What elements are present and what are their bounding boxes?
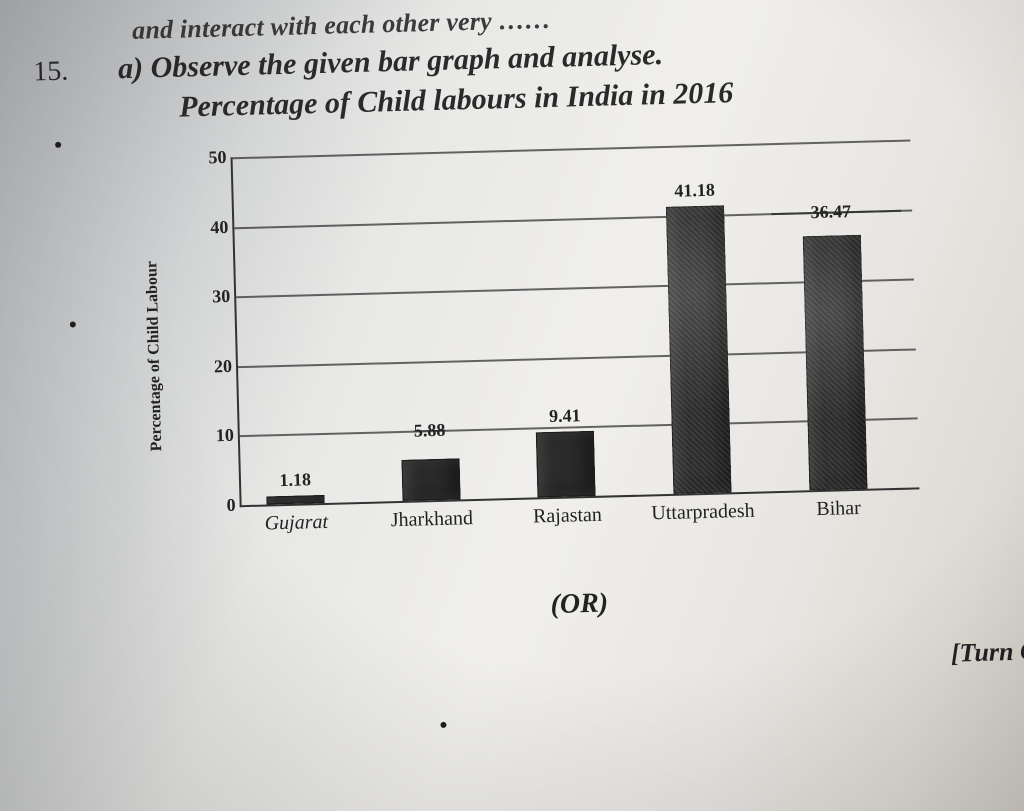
bar-rajastan — [536, 430, 596, 497]
bar-jharkhand — [401, 459, 460, 501]
category-label: Jharkhand — [362, 506, 503, 533]
prompt-line-a: a) Observe the given bar graph and analy… — [118, 38, 664, 86]
bar-value-label: 1.18 — [235, 468, 356, 492]
y-tick-label: 40 — [194, 216, 229, 238]
bar-uttarpradesh — [666, 206, 731, 494]
y-tick-label: 30 — [196, 286, 231, 308]
turn-over-hint: [Turn O — [950, 636, 1024, 668]
category-label: Uttarpradesh — [633, 499, 774, 526]
y-axis-label: Percentage of Child Labour — [143, 261, 166, 452]
gridline — [233, 140, 911, 160]
plot-area: 010203040501.18Gujarat5.88Jharkhand9.41R… — [231, 140, 920, 508]
y-tick-label: 10 — [200, 425, 235, 447]
bar-bihar — [802, 235, 867, 490]
artefact-dot — [55, 142, 61, 148]
bar-value-label: 9.41 — [505, 404, 626, 428]
or-divider: (OR) — [7, 577, 1024, 636]
page: and interact with each other very …… 15.… — [0, 0, 1024, 811]
artefact-dot — [440, 722, 446, 728]
bar-gujarat — [267, 495, 325, 505]
y-tick-label: 50 — [192, 147, 227, 169]
question-number: 15. — [33, 56, 69, 89]
bar-value-label: 5.88 — [369, 419, 490, 443]
category-label: Rajastan — [497, 503, 638, 530]
bar-value-label: 41.18 — [634, 179, 755, 203]
artefact-dot — [70, 321, 76, 327]
y-tick-label: 20 — [198, 356, 233, 378]
bar-chart: Percentage of Child Labour 010203040501.… — [171, 140, 921, 559]
category-label: Bihar — [768, 496, 909, 523]
clipped-prev-line: and interact with each other very …… — [132, 5, 552, 46]
category-label: Gujarat — [226, 510, 367, 537]
chart-title: Percentage of Child labours in India in … — [179, 76, 734, 124]
